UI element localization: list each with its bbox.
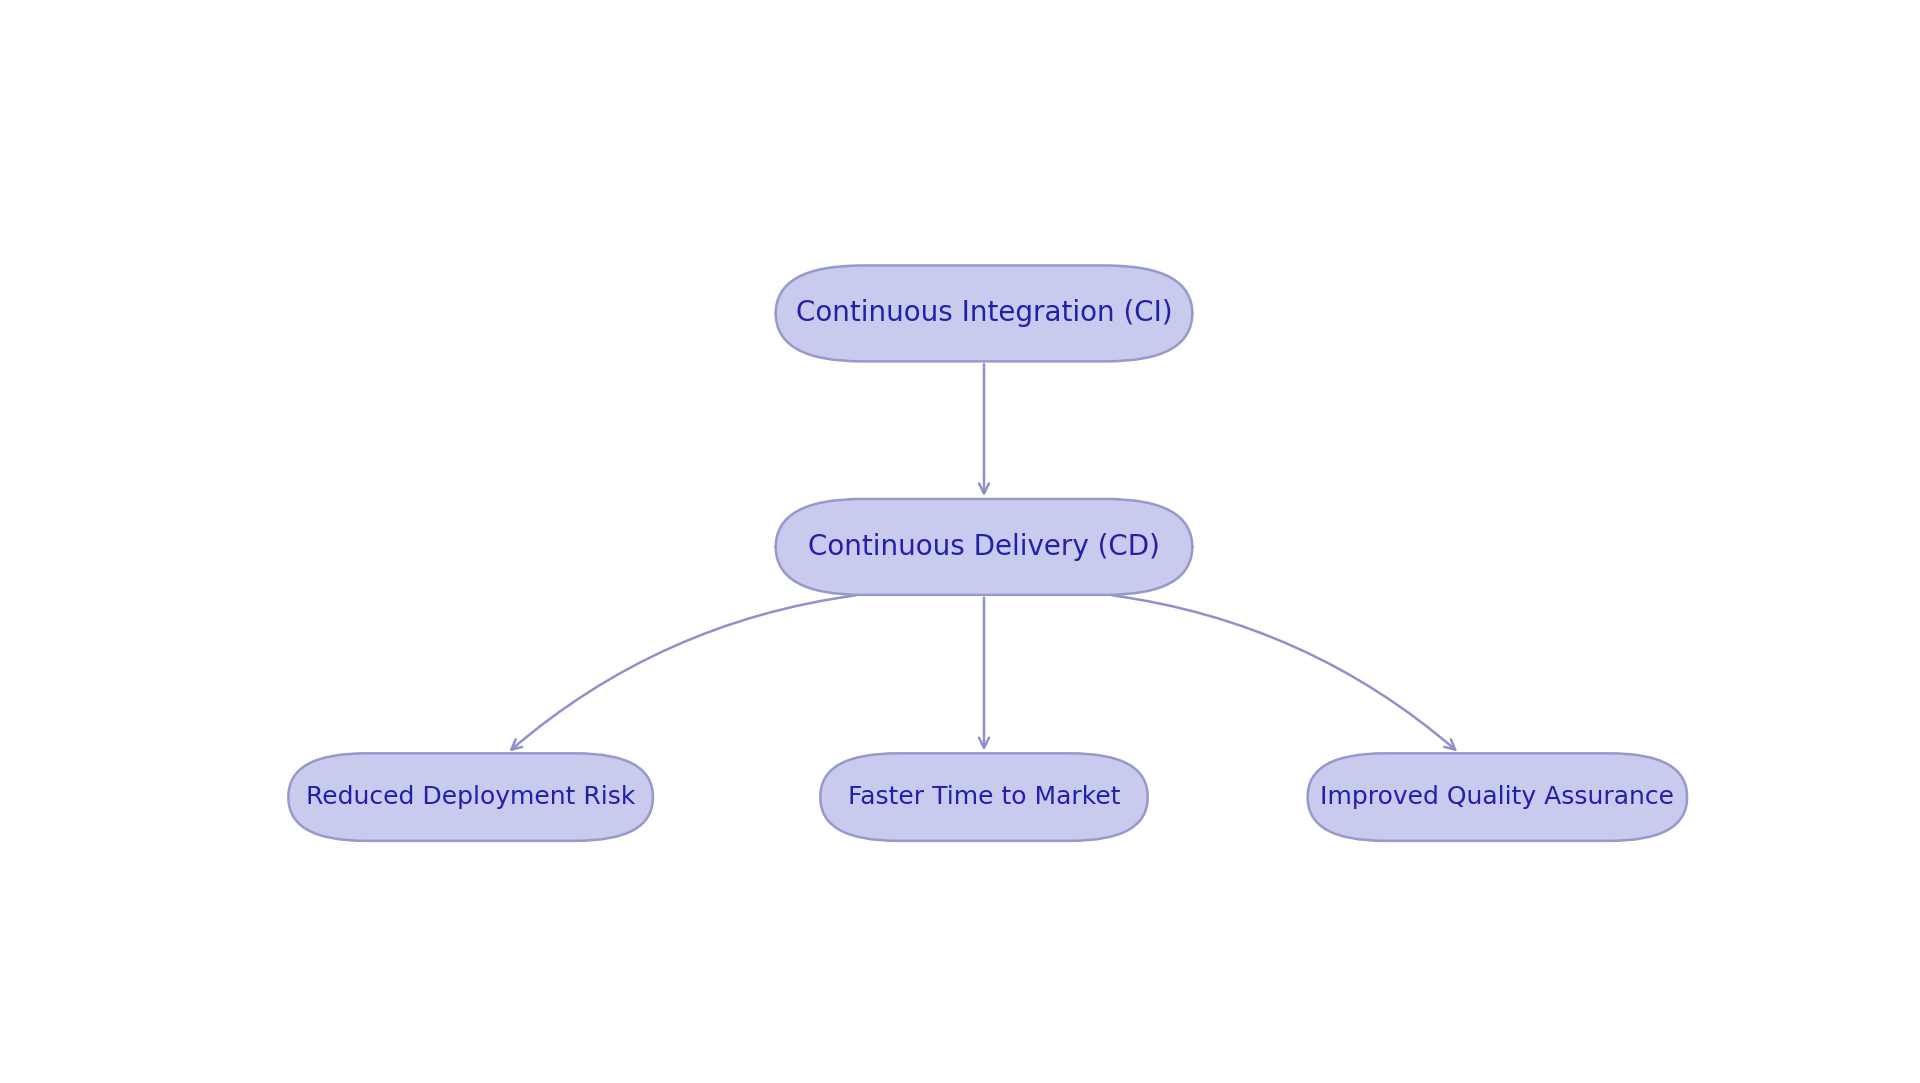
FancyBboxPatch shape bbox=[1308, 754, 1688, 840]
Text: Faster Time to Market: Faster Time to Market bbox=[849, 785, 1119, 809]
Text: Continuous Integration (CI): Continuous Integration (CI) bbox=[795, 299, 1173, 327]
FancyBboxPatch shape bbox=[288, 754, 653, 840]
FancyBboxPatch shape bbox=[776, 265, 1192, 362]
Text: Improved Quality Assurance: Improved Quality Assurance bbox=[1321, 785, 1674, 809]
FancyBboxPatch shape bbox=[776, 499, 1192, 595]
Text: Reduced Deployment Risk: Reduced Deployment Risk bbox=[305, 785, 636, 809]
FancyBboxPatch shape bbox=[820, 754, 1148, 840]
Text: Continuous Delivery (CD): Continuous Delivery (CD) bbox=[808, 533, 1160, 561]
